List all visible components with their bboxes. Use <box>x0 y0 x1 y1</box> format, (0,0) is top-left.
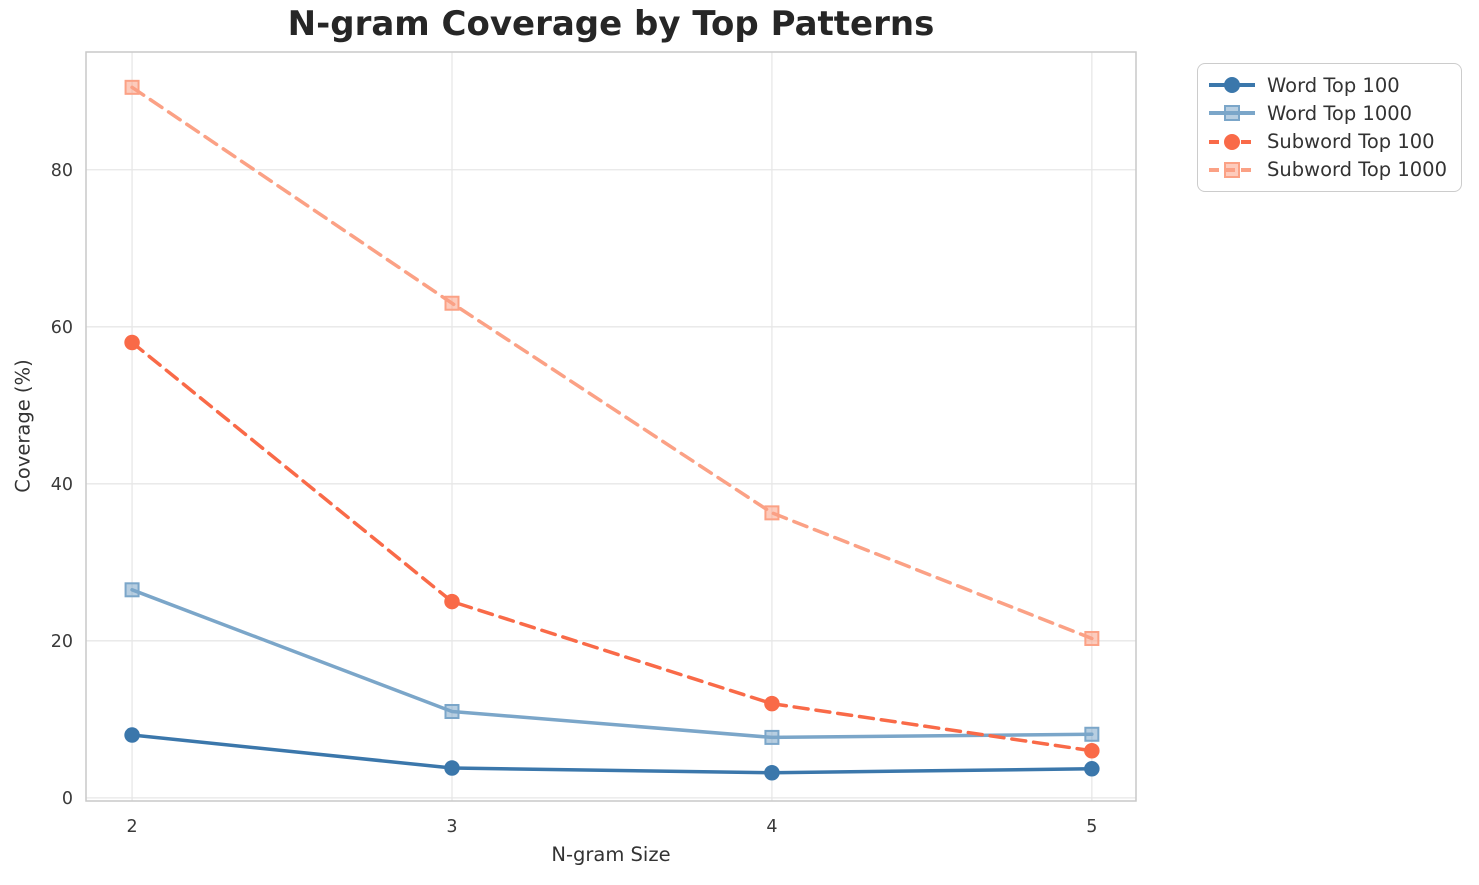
chart-title: N-gram Coverage by Top Patterns <box>287 4 935 44</box>
marker-square <box>1084 726 1100 742</box>
x-axis-label: N-gram Size <box>551 843 671 866</box>
y-tick-label: 0 <box>62 789 73 809</box>
legend-label: Word Top 100 <box>1267 73 1400 97</box>
marker-circle <box>124 727 140 743</box>
marker-square <box>124 582 140 598</box>
marker-square <box>444 295 460 311</box>
legend-item-word-top-1000: Word Top 1000 <box>1208 100 1451 126</box>
legend-sample-line-icon <box>1209 161 1255 178</box>
series-line <box>130 588 1094 740</box>
x-tick-label: 2 <box>126 817 137 837</box>
marker-circle <box>764 764 780 781</box>
legend-sample-line-icon <box>1209 133 1255 150</box>
marker-square <box>124 79 140 95</box>
marker-circle <box>1084 761 1100 777</box>
marker-square <box>1084 630 1100 646</box>
y-tick-label: 60 <box>51 318 73 338</box>
marker-square <box>764 505 780 521</box>
marker-square <box>764 729 780 745</box>
marker-circle <box>124 334 140 351</box>
series-line <box>130 85 1094 641</box>
legend-marker-circle <box>1224 77 1240 94</box>
marker-circle <box>764 695 780 712</box>
legend-item-subword-top-1000: Subword Top 1000 <box>1208 157 1451 183</box>
y-tick-label: 80 <box>51 161 73 181</box>
x-tick-label: 5 <box>1086 817 1097 837</box>
x-tick-label: 3 <box>446 817 457 837</box>
legend-sample-line-icon <box>1209 77 1255 94</box>
plot-border <box>85 51 1137 802</box>
marker-circle <box>444 760 460 776</box>
y-tick-label: 20 <box>51 632 73 652</box>
legend-marker-circle <box>1224 133 1240 150</box>
legend-marker-square <box>1224 161 1240 178</box>
y-axis-label: Coverage (%) <box>11 359 35 493</box>
legend-item-subword-top-100: Subword Top 100 <box>1208 129 1451 155</box>
y-tick-label: 40 <box>51 475 73 495</box>
series-line <box>130 733 1094 775</box>
marker-square <box>444 703 460 719</box>
legend-label: Subword Top 100 <box>1267 130 1435 154</box>
series-line <box>130 340 1094 753</box>
x-tick-label: 4 <box>766 817 777 837</box>
legend-item-word-top-100: Word Top 100 <box>1208 72 1451 98</box>
legend-label: Subword Top 1000 <box>1267 158 1447 182</box>
legend-sample-line-icon <box>1209 105 1255 122</box>
marker-circle <box>444 593 460 610</box>
marker-circle <box>1084 743 1100 759</box>
legend: Word Top 100 Word Top 1000 Subword Top 1… <box>1197 63 1462 192</box>
legend-label: Word Top 1000 <box>1267 101 1413 125</box>
legend-marker-square <box>1224 105 1240 122</box>
